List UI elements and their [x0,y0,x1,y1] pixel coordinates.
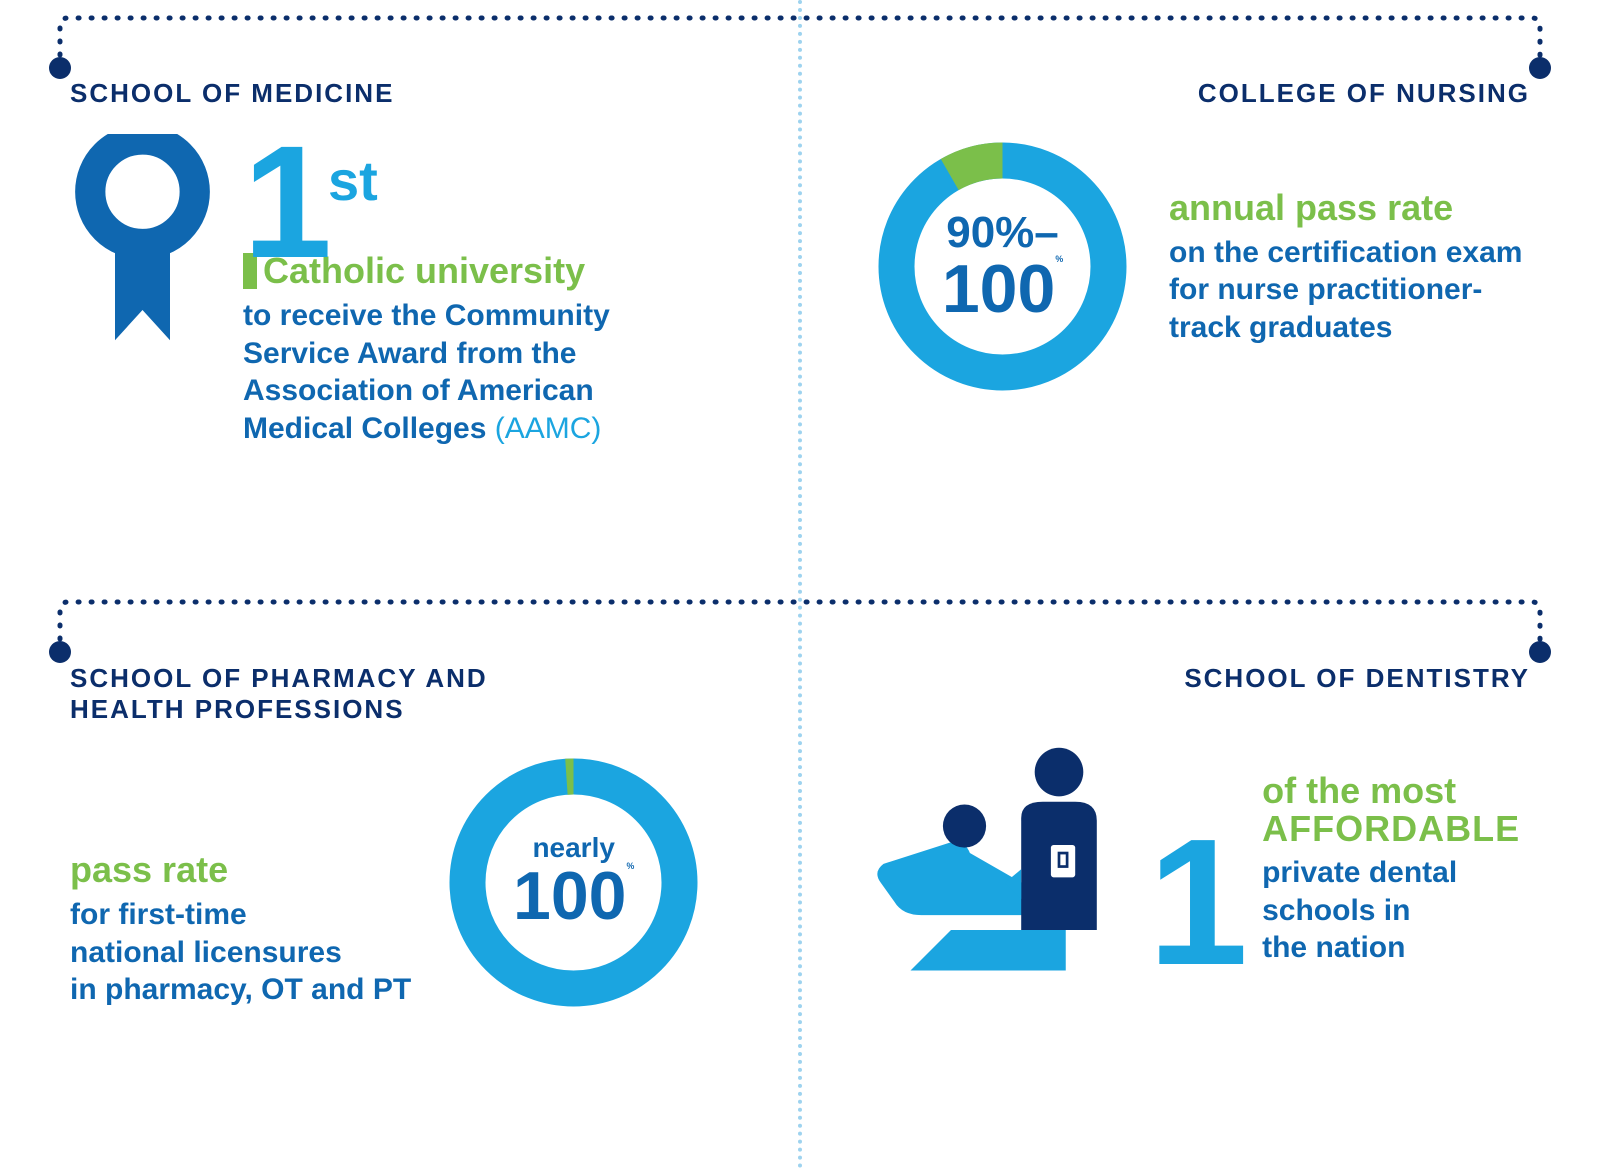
title-pharmacy-l2: HEALTH PROFESSIONS [70,694,730,725]
pharmacy-body-l1: for first-time [70,896,411,934]
panel-nursing: COLLEGE OF NURSING 90%– 100% annual pass [800,0,1600,585]
dentistry-body-l1: private dental [1262,854,1520,892]
dentistry-text: of the most AFFORDABLE private dental sc… [1262,772,1520,978]
nursing-donut-center: 90%– 100% [870,134,1135,399]
dentist-chair-icon [870,719,1140,979]
medicine-content: 1 st Catholic university to receive the … [70,134,730,447]
medicine-body-l1: to receive the Community [243,297,610,335]
pharmacy-text: pass rate for first-time national licens… [70,750,411,1015]
medicine-body-l4: Medical Colleges (AAMC) [243,410,610,448]
medicine-text: 1 st Catholic university to receive the … [243,134,610,447]
panel-dentistry: SCHOOL OF DENTISTRY 1 [800,585,1600,1169]
dentistry-content: 1 of the most AFFORDABLE private dental … [870,719,1530,979]
pharmacy-donut-main-text: 100 [513,858,626,934]
award-ribbon-icon [70,134,215,354]
nursing-body-l3: track graduates [1169,309,1522,347]
pharmacy-donut-pct: % [627,861,635,871]
title-nursing: COLLEGE OF NURSING [870,78,1530,109]
dentistry-subhead-l1: of the most [1262,772,1520,810]
medicine-body-l2: Service Award from the [243,335,610,373]
title-medicine: SCHOOL OF MEDICINE [70,78,730,109]
pharmacy-body-l3: in pharmacy, OT and PT [70,971,411,1009]
pharmacy-donut-center: nearly 100% [441,750,706,1015]
nursing-donut-main-text: 100 [942,251,1055,327]
nursing-donut-pct: % [1055,254,1063,264]
nursing-donut-top-text: 90%– [946,208,1059,257]
dentistry-body-l2: schools in [1262,892,1520,930]
pharmacy-donut-main: 100% [513,862,634,930]
medicine-body-l3: Association of American [243,372,610,410]
infographic-grid: SCHOOL OF MEDICINE 1 st Catholic univers… [0,0,1600,1169]
pharmacy-subhead: pass rate [70,849,411,890]
nursing-subhead: annual pass rate [1169,187,1522,228]
pharmacy-donut: nearly 100% [441,750,706,1015]
title-pharmacy-l1: SCHOOL OF PHARMACY AND [70,663,730,694]
dentistry-one-and-text: 1 of the most AFFORDABLE private dental … [1148,772,1520,978]
nursing-text: annual pass rate on the certification ex… [1169,134,1522,399]
panel-pharmacy: SCHOOL OF PHARMACY AND HEALTH PROFESSION… [0,585,800,1169]
pharmacy-body-l2: national licensures [70,934,411,972]
nursing-body: on the certification exam for nurse prac… [1169,234,1522,347]
title-dentistry: SCHOOL OF DENTISTRY [870,663,1530,694]
dentistry-subhead-l2: AFFORDABLE [1262,810,1520,848]
medicine-body: to receive the Community Service Award f… [243,297,610,447]
title-pharmacy: SCHOOL OF PHARMACY AND HEALTH PROFESSION… [70,663,730,725]
big-one-medicine: 1 [243,134,332,270]
pharmacy-body: for first-time national licensures in ph… [70,896,411,1009]
dentistry-body: private dental schools in the nation [1262,854,1520,967]
panel-medicine: SCHOOL OF MEDICINE 1 st Catholic univers… [0,0,800,585]
ordinal-st: st [328,148,378,213]
nursing-donut-main: 100% [942,255,1063,323]
nursing-content: 90%– 100% annual pass rate on the certif… [870,134,1530,399]
pharmacy-content: pass rate for first-time national licens… [70,750,730,1015]
nursing-body-l1: on the certification exam [1169,234,1522,272]
dentistry-body-l3: the nation [1262,929,1520,967]
medicine-body-l4-main: Medical Colleges [243,412,486,445]
medicine-body-paren: (AAMC) [495,412,602,445]
nursing-donut: 90%– 100% [870,134,1135,399]
big-one-dentistry: 1 [1148,826,1248,979]
nursing-donut-top: 90%– [946,211,1059,255]
dentistry-subhead: of the most AFFORDABLE [1262,772,1520,848]
nursing-body-l2: for nurse practitioner- [1169,271,1522,309]
